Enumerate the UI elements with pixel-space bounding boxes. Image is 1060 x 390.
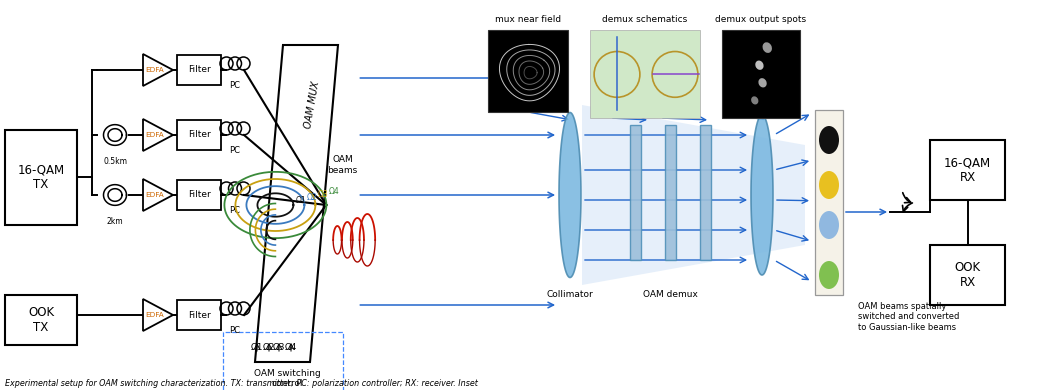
Ellipse shape	[819, 261, 840, 289]
Text: Filter: Filter	[188, 310, 210, 319]
Bar	[722, 30, 800, 118]
Polygon shape	[143, 54, 173, 86]
Text: Ω4: Ω4	[285, 343, 297, 352]
Ellipse shape	[762, 42, 772, 53]
Text: Ω2: Ω2	[263, 343, 276, 352]
Polygon shape	[582, 105, 805, 285]
Text: OOK
RX: OOK RX	[954, 261, 980, 289]
Text: mux near field: mux near field	[495, 15, 561, 24]
Text: OAM MUX: OAM MUX	[303, 81, 321, 129]
Text: OAM
beams: OAM beams	[328, 155, 357, 175]
Polygon shape	[630, 125, 640, 260]
Polygon shape	[143, 299, 173, 331]
Text: PC: PC	[230, 206, 241, 215]
Bar	[177, 300, 220, 330]
Text: 0.5km: 0.5km	[103, 157, 127, 166]
Bar	[930, 245, 1005, 305]
Bar	[177, 180, 220, 210]
Text: Ω4: Ω4	[329, 187, 339, 196]
Bar	[590, 30, 700, 118]
Polygon shape	[143, 179, 173, 211]
Polygon shape	[700, 125, 710, 260]
Text: Ω1: Ω1	[296, 196, 306, 205]
Ellipse shape	[819, 126, 840, 154]
Text: OOK
TX: OOK TX	[28, 306, 54, 334]
Polygon shape	[559, 112, 581, 278]
Text: demux output spots: demux output spots	[716, 15, 807, 24]
Text: Ω2: Ω2	[306, 193, 317, 202]
Text: Experimental setup for OAM switching characterization. TX: transmitter; PC: pola: Experimental setup for OAM switching cha…	[5, 379, 478, 388]
Ellipse shape	[819, 171, 840, 199]
Text: Filter: Filter	[188, 190, 210, 200]
Text: 2km: 2km	[107, 217, 123, 226]
Text: Collimator: Collimator	[547, 290, 594, 299]
Polygon shape	[750, 115, 773, 275]
Ellipse shape	[752, 96, 758, 105]
Text: EDFA: EDFA	[145, 192, 164, 198]
Bar	[488, 30, 568, 112]
Text: OAM beams spatially
switched and converted
to Gaussian-like beams: OAM beams spatially switched and convert…	[858, 302, 959, 332]
Text: OAM demux: OAM demux	[642, 290, 697, 299]
Text: EDFA: EDFA	[145, 67, 164, 73]
Ellipse shape	[756, 60, 763, 70]
Polygon shape	[143, 119, 173, 151]
Text: PC: PC	[230, 81, 241, 90]
Bar	[177, 55, 220, 85]
Bar	[5, 295, 77, 345]
Text: OAM switching
control: OAM switching control	[253, 369, 320, 388]
Text: EDFA: EDFA	[145, 312, 164, 318]
Ellipse shape	[819, 211, 840, 239]
Text: EDFA: EDFA	[145, 132, 164, 138]
Polygon shape	[815, 110, 843, 295]
Text: Filter: Filter	[188, 131, 210, 140]
Text: Ω1: Ω1	[251, 343, 263, 352]
Bar	[930, 140, 1005, 200]
Ellipse shape	[758, 78, 766, 87]
Text: Filter: Filter	[188, 66, 210, 74]
Bar	[177, 120, 220, 150]
Polygon shape	[665, 125, 675, 260]
Text: Ω3: Ω3	[317, 190, 329, 199]
Text: 16-QAM
RX: 16-QAM RX	[944, 156, 991, 184]
Text: demux schematics: demux schematics	[602, 15, 688, 24]
Text: PC: PC	[230, 146, 241, 155]
Bar	[5, 130, 77, 225]
Text: Ω3: Ω3	[272, 343, 285, 352]
Text: PC: PC	[230, 326, 241, 335]
Bar	[223, 332, 343, 390]
Text: 16-QAM
TX: 16-QAM TX	[17, 163, 65, 191]
